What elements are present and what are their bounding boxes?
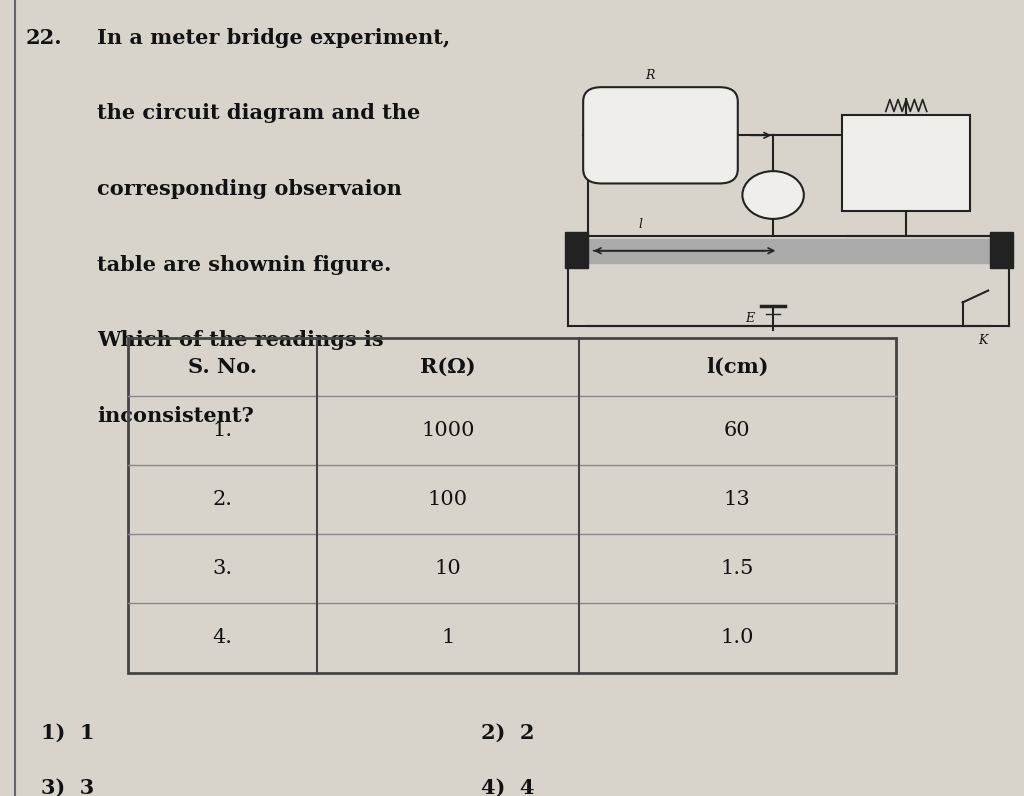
- Text: K: K: [978, 334, 987, 347]
- Bar: [565, 232, 588, 268]
- Text: 4.: 4.: [213, 629, 232, 647]
- Text: S. No.: S. No.: [188, 357, 257, 377]
- Text: 1.5: 1.5: [721, 560, 754, 578]
- Text: In a meter bridge experiment,: In a meter bridge experiment,: [97, 28, 451, 48]
- Text: 3)  3: 3) 3: [41, 778, 94, 796]
- Text: 13: 13: [724, 490, 751, 509]
- Text: 1)  1: 1) 1: [41, 722, 94, 743]
- Text: 1.0: 1.0: [721, 629, 754, 647]
- Text: the circuit diagram and the: the circuit diagram and the: [97, 103, 421, 123]
- Text: Unknown: Unknown: [881, 146, 932, 156]
- Text: 2)  2: 2) 2: [481, 722, 535, 743]
- Text: 2.: 2.: [213, 490, 232, 509]
- Text: R(Ω): R(Ω): [420, 357, 476, 377]
- Text: 100: 100: [428, 490, 468, 509]
- Text: 60: 60: [724, 421, 751, 439]
- Text: Resistance: Resistance: [627, 118, 694, 129]
- Text: 1000: 1000: [421, 421, 475, 439]
- Bar: [990, 232, 1013, 268]
- Text: l(cm): l(cm): [706, 357, 769, 377]
- Text: E: E: [745, 312, 755, 325]
- Text: table are shownin figure.: table are shownin figure.: [97, 255, 391, 275]
- Text: corresponding observaion: corresponding observaion: [97, 179, 402, 199]
- Text: 10: 10: [434, 560, 462, 578]
- Circle shape: [742, 171, 804, 219]
- Text: 1.: 1.: [213, 421, 232, 439]
- Text: inconsistent?: inconsistent?: [97, 406, 254, 426]
- Text: 3.: 3.: [213, 560, 232, 578]
- Text: resistance: resistance: [880, 170, 933, 180]
- Text: 1: 1: [441, 629, 455, 647]
- FancyBboxPatch shape: [584, 88, 737, 184]
- Text: Which of the readings is: Which of the readings is: [97, 330, 384, 350]
- Bar: [568, 239, 1009, 263]
- Bar: [128, 338, 896, 673]
- Text: box: box: [649, 142, 672, 153]
- Text: 22.: 22.: [26, 28, 62, 48]
- Text: l: l: [638, 218, 642, 231]
- Text: G: G: [768, 189, 778, 201]
- Text: R: R: [645, 68, 655, 82]
- Text: 4)  4: 4) 4: [481, 778, 535, 796]
- FancyBboxPatch shape: [842, 115, 971, 211]
